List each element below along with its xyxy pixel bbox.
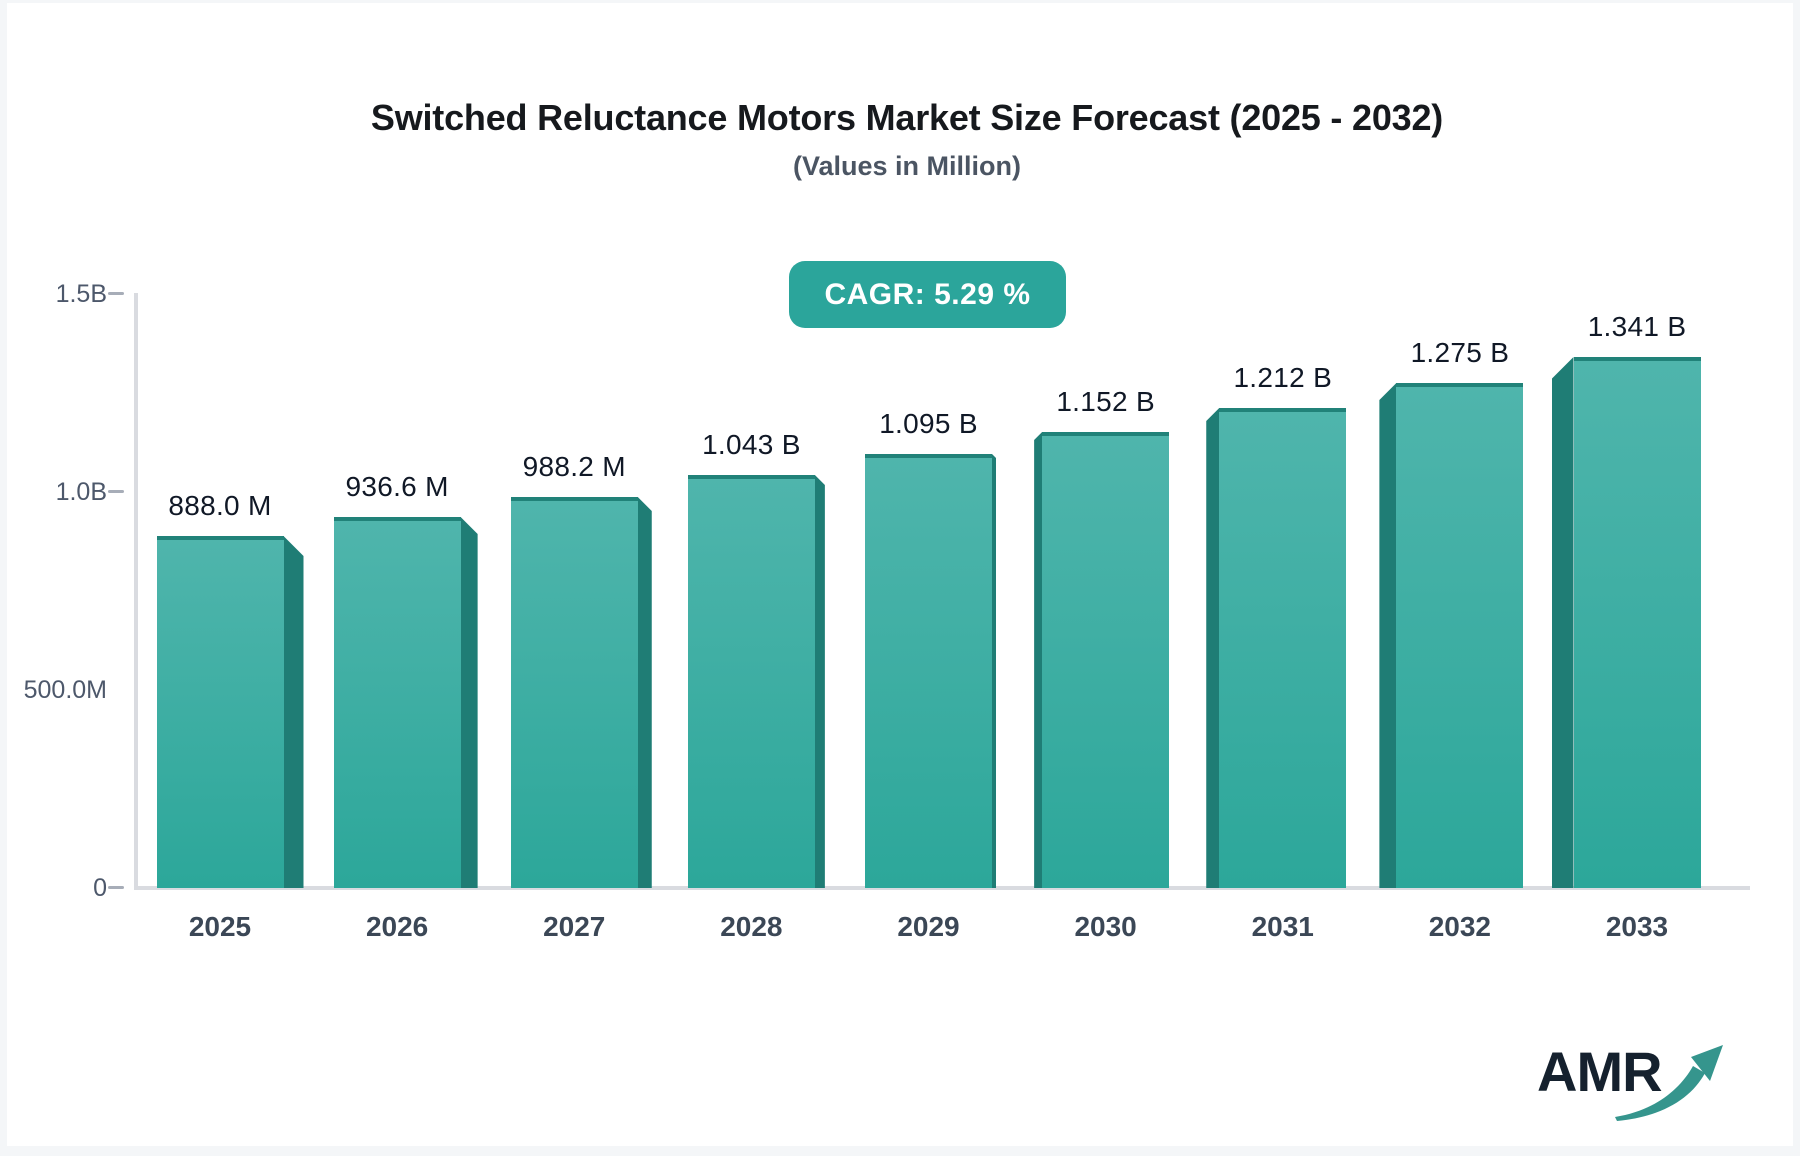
y-axis-tick-mark <box>108 886 124 889</box>
x-axis-line <box>134 886 1750 890</box>
bar <box>865 454 992 888</box>
bar-3d-side <box>283 536 304 888</box>
bar-3d-side <box>460 517 478 888</box>
y-axis-line <box>134 293 138 888</box>
y-axis-tick-mark <box>108 490 124 493</box>
bar <box>1573 357 1701 888</box>
bar <box>156 536 284 888</box>
y-axis-tick-label: 0 <box>93 874 107 902</box>
y-axis-tick-label: 500.0M <box>23 676 107 704</box>
amr-logo-text: AMR <box>1537 1040 1663 1103</box>
bar-3d-side <box>1379 383 1397 888</box>
chart-card: Switched Reluctance Motors Market Size F… <box>7 3 1793 1146</box>
bar-value-label: 1.275 B <box>1410 337 1510 368</box>
bar-value-label: 1.043 B <box>702 429 801 460</box>
bar <box>333 517 461 888</box>
bar <box>1396 383 1524 888</box>
bar-value-label: 1.212 B <box>1233 362 1333 393</box>
bar-3d-side <box>637 497 652 888</box>
x-axis-tick-label: 2028 <box>720 911 783 942</box>
bar-value-label: 1.341 B <box>1587 311 1687 342</box>
cagr-badge: CAGR: 5.29 % <box>789 261 1066 328</box>
bar <box>1042 432 1170 888</box>
chart-title: Switched Reluctance Motors Market Size F… <box>370 97 1444 138</box>
x-axis-tick-label: 2027 <box>543 911 606 942</box>
bar <box>1219 408 1347 888</box>
x-axis-tick-label: 2033 <box>1605 911 1669 942</box>
x-axis-tick-label: 2032 <box>1428 911 1492 942</box>
chart-canvas: Switched Reluctance Motors Market Size F… <box>7 3 1793 1146</box>
x-axis-tick-label: 2030 <box>1074 911 1137 942</box>
bar-3d-side <box>992 454 996 888</box>
bar-3d-side <box>1034 432 1043 888</box>
bar-value-label: 988.2 M <box>522 451 626 482</box>
bar-3d-side <box>814 475 825 888</box>
x-axis-tick-label: 2029 <box>897 911 960 942</box>
bar <box>510 497 638 888</box>
bar <box>687 475 815 888</box>
x-axis-tick-label: 2031 <box>1251 911 1314 942</box>
y-axis-tick-mark <box>108 292 124 295</box>
cagr-badge-label: CAGR: 5.29 % <box>824 277 1031 311</box>
y-axis-tick-label: 1.0B <box>55 478 107 506</box>
x-axis-tick-label: 2025 <box>188 911 252 942</box>
bar-value-label: 888.0 M <box>168 490 272 521</box>
bar-value-label: 936.6 M <box>345 471 449 502</box>
amr-logo: AMR <box>1537 1029 1737 1129</box>
bar-value-label: 1.095 B <box>879 408 978 439</box>
x-axis-tick-label: 2026 <box>365 911 429 942</box>
growth-arrow-icon <box>1615 1045 1723 1121</box>
bar-3d-side <box>1206 408 1220 888</box>
bar-3d-side <box>1551 357 1574 888</box>
y-axis-tick-label: 1.5B <box>55 280 107 308</box>
bar-value-label: 1.152 B <box>1056 386 1155 417</box>
chart-subtitle: (Values in Million) <box>792 151 1022 181</box>
